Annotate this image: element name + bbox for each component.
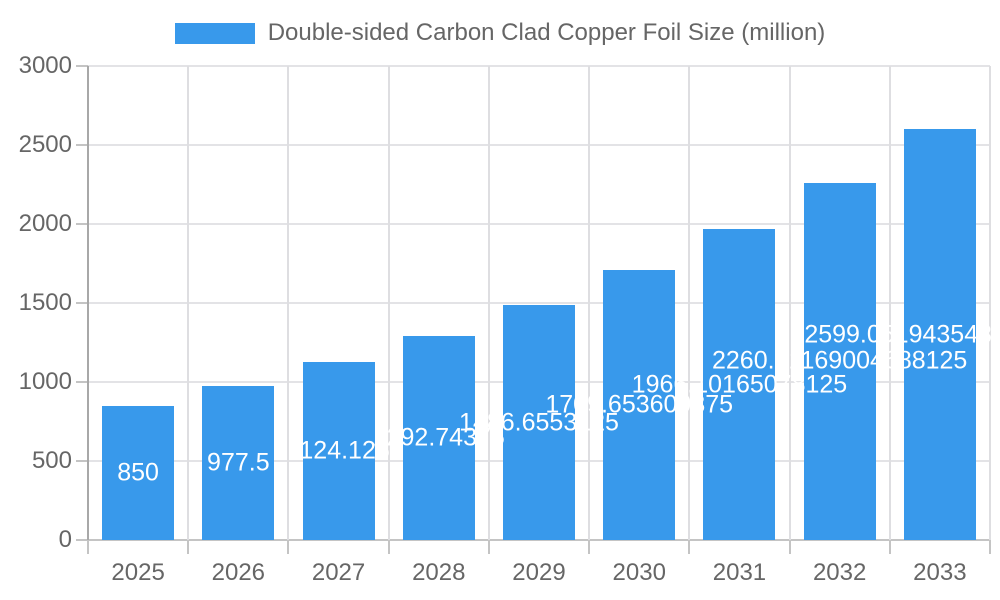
bar-value-label: 1966.10165078125 [631,370,848,399]
x-axis-tick [588,540,591,554]
y-axis-tick [76,302,88,304]
bar-2030[interactable] [603,269,676,540]
x-axis-tick [989,540,991,554]
y-tick-label: 1500 [18,289,72,316]
y-tick-label: 2500 [18,131,72,158]
gridline-vertical [187,66,190,540]
x-tick-label: 2033 [913,559,967,586]
gridline-horizontal [88,302,990,304]
bar-value-label: 850 [117,458,159,487]
bar-2033[interactable] [903,129,976,540]
x-axis-tick [688,540,691,554]
bar-2027[interactable] [302,362,375,540]
gridline-vertical [387,66,390,540]
y-axis-tick [76,539,88,541]
x-tick-label: 2026 [211,559,266,586]
gridline-vertical [688,66,691,540]
x-axis-tick [788,540,791,554]
x-tick-label: 2030 [612,559,666,586]
bar-value-label: 2599.051943543078125 [804,320,1000,349]
bar-value-label: 1292.74375 [372,423,505,452]
x-axis-tick [87,540,89,554]
legend-label[interactable]: Double-sided Carbon Clad Copper Foil Siz… [267,19,826,46]
bar-value-label: 2260.91169004688125 [711,346,968,375]
bar-2025[interactable] [102,405,175,540]
x-axis-tick [287,540,290,554]
x-axis-tick [387,540,390,554]
y-axis-line [87,66,89,540]
y-tick-label: 500 [31,447,72,474]
x-axis-tick [888,540,891,554]
gridline-horizontal [88,144,990,146]
bar-2026[interactable] [202,385,275,540]
gridline-vertical [989,66,991,540]
legend[interactable]: Double-sided Carbon Clad Copper Foil Siz… [0,19,1000,47]
y-tick-label: 2000 [18,210,72,237]
x-tick-label: 2032 [812,559,867,586]
x-tick-label: 2031 [712,559,767,586]
gridline-horizontal [88,223,990,225]
y-axis-tick [76,460,88,462]
x-axis-tick [487,540,490,554]
legend-swatch[interactable] [174,22,255,44]
bar-value-label: 1486.6553125 [459,408,619,437]
y-tick-label: 1000 [18,368,72,395]
gridline-horizontal [88,65,990,67]
bar-2032[interactable] [803,182,876,540]
y-axis-tick [76,65,88,67]
y-axis-tick [76,223,88,225]
y-axis-tick [76,144,88,146]
x-axis-tick [187,540,190,554]
x-tick-label: 2025 [111,559,165,586]
x-axis-line [88,539,990,541]
gridline-vertical [888,66,891,540]
gridline-vertical [287,66,290,540]
y-tick-label: 3000 [18,52,72,79]
bar-value-label: 1124.125 [287,436,390,465]
x-tick-label: 2027 [311,559,366,586]
gridline-vertical [788,66,791,540]
x-tick-label: 2029 [512,559,566,586]
bar-value-label: 977.5 [207,448,270,477]
bar-2029[interactable] [503,305,575,540]
x-tick-label: 2028 [412,559,466,586]
y-axis-tick [76,381,88,383]
gridline-vertical [487,66,490,540]
gridline-vertical [588,66,591,540]
bar-2031[interactable] [703,229,776,540]
bar-2028[interactable] [402,335,475,540]
bar-value-label: 1709.653609375 [545,390,734,419]
y-tick-label: 0 [58,526,72,553]
